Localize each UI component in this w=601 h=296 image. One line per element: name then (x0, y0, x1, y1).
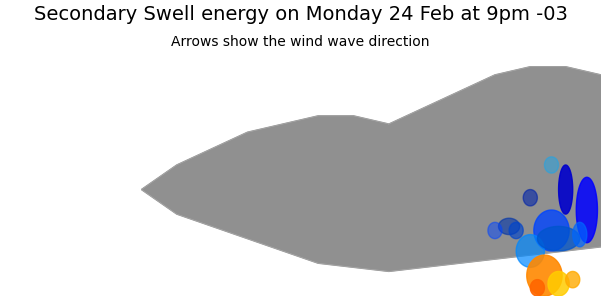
Polygon shape (509, 222, 523, 239)
Polygon shape (537, 226, 580, 251)
Polygon shape (545, 157, 558, 173)
Polygon shape (141, 67, 601, 271)
Polygon shape (534, 210, 569, 251)
Polygon shape (498, 218, 520, 234)
Polygon shape (576, 177, 597, 243)
Polygon shape (516, 235, 545, 267)
Polygon shape (488, 222, 502, 239)
Polygon shape (548, 271, 569, 296)
Text: Arrows show the wind wave direction: Arrows show the wind wave direction (171, 35, 430, 49)
Polygon shape (523, 189, 537, 206)
Polygon shape (573, 222, 587, 247)
Polygon shape (566, 271, 580, 288)
Polygon shape (527, 255, 562, 296)
Text: Secondary Swell energy on Monday 24 Feb at 9pm -03: Secondary Swell energy on Monday 24 Feb … (34, 5, 567, 24)
Polygon shape (530, 280, 545, 296)
Polygon shape (558, 165, 573, 214)
